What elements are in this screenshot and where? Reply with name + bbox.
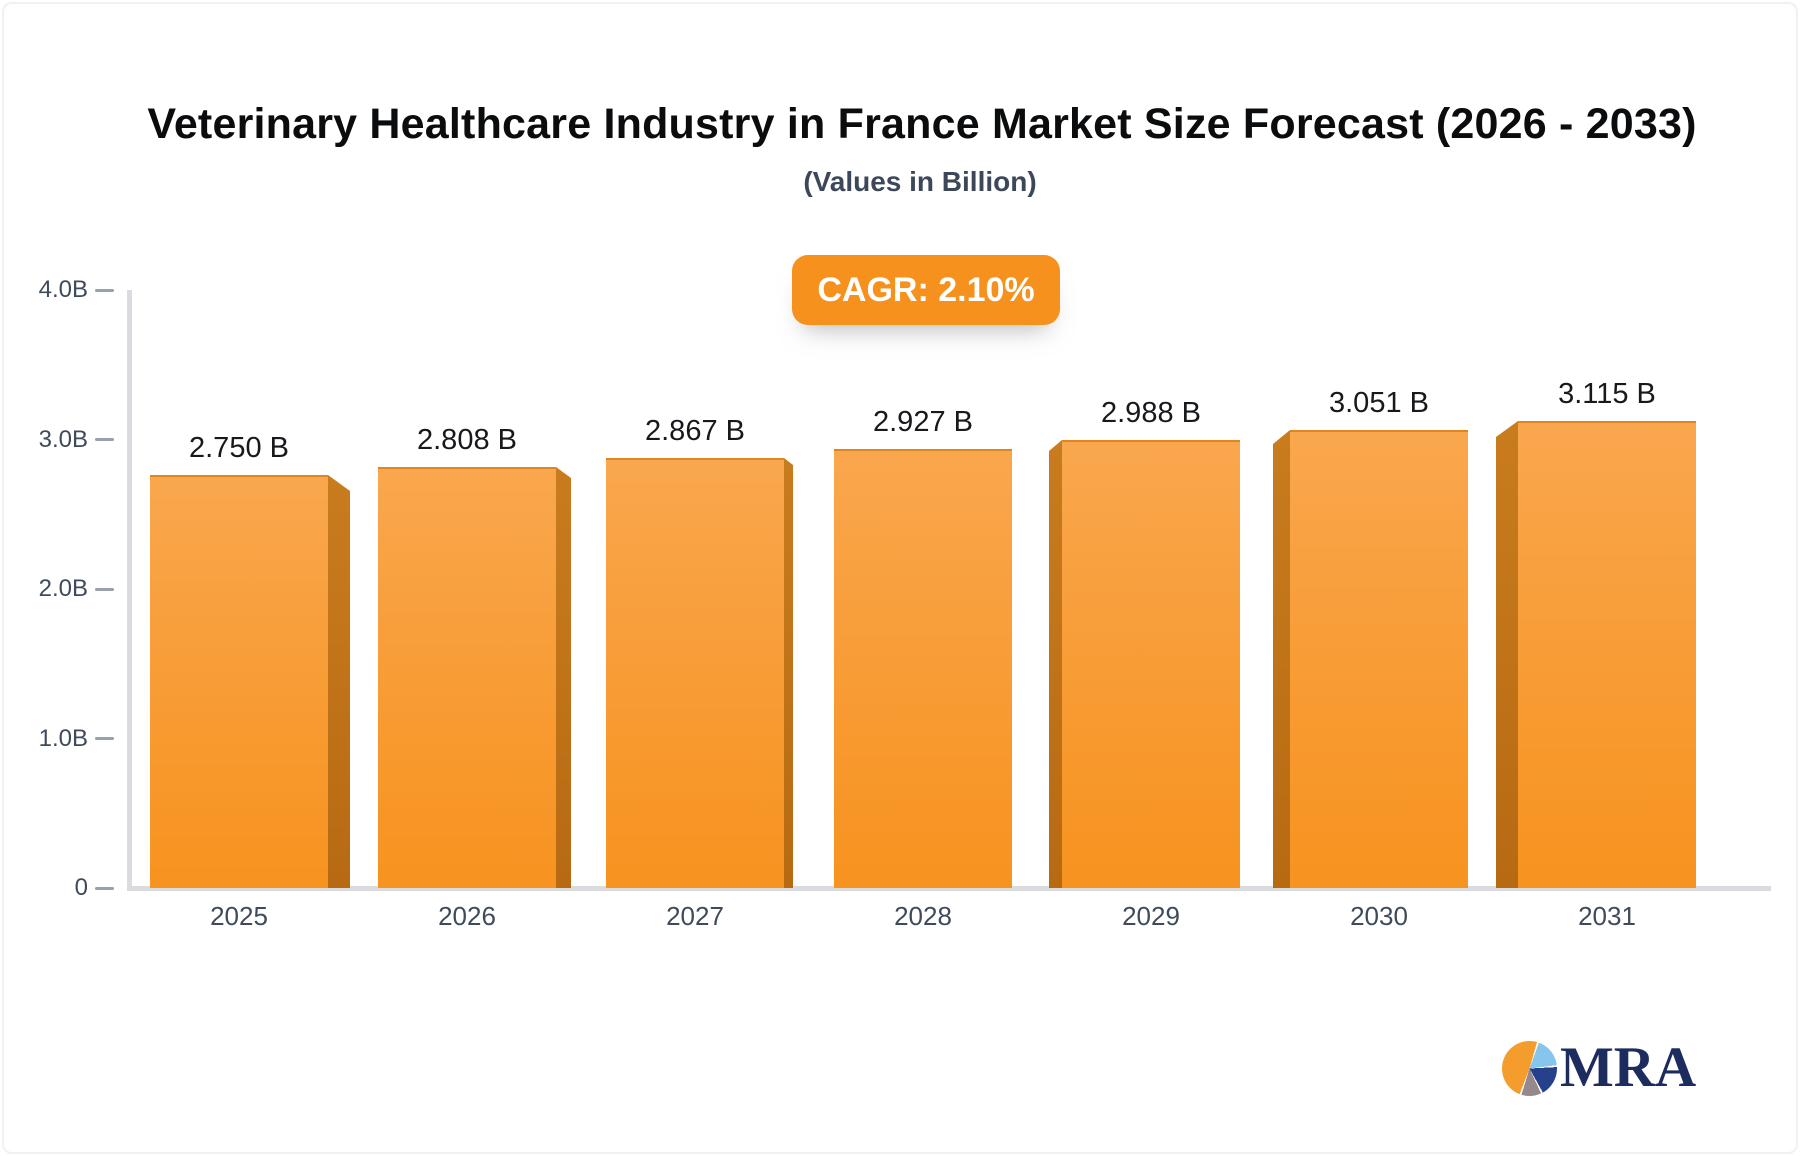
x-axis-label-2029: 2029 [1122,901,1180,931]
bar-3d-side [1273,430,1290,888]
mra-logo: MRA [1502,1036,1696,1100]
y-tick-label: 4.0B [38,276,88,303]
bar-value-label: 2.867 B [645,415,745,447]
x-axis-label-2030: 2030 [1350,901,1408,931]
bar-value-label: 3.051 B [1329,387,1429,419]
bar-2028[interactable] [834,449,1012,888]
y-tick-mark [95,288,114,292]
bar-2025[interactable] [150,475,328,888]
y-axis-line [127,290,132,891]
bar-value-label: 3.115 B [1558,378,1656,410]
y-tick-mark [95,438,114,441]
bar-2026[interactable] [378,467,556,888]
bar-3d-side [1049,440,1062,888]
y-tick-label: 1.0B [38,724,88,752]
chart-title: Veterinary Healthcare Industry in France… [147,100,1697,148]
bar-2027[interactable] [606,458,784,888]
bar-value-label: 2.808 B [417,424,517,456]
pie-chart-icon [1502,1040,1557,1096]
x-axis-label-2025: 2025 [210,901,268,931]
bar-3d-side [784,458,793,888]
bar-2029[interactable] [1062,440,1240,888]
x-axis-label-2028: 2028 [894,901,952,931]
y-tick-label: 3.0B [38,425,88,453]
x-axis-label-2027: 2027 [666,901,724,931]
y-tick-label: 0 [74,874,88,901]
bar-value-label: 2.750 B [189,432,289,464]
bar-value-label: 2.927 B [873,406,973,438]
x-axis-baseline [127,886,1771,891]
x-axis-label-2031: 2031 [1578,901,1636,931]
bar-value-label: 2.988 B [1101,397,1201,429]
y-tick-mark [95,587,114,591]
y-tick-label: 2.0B [38,575,88,602]
logo-text: MRA [1560,1036,1697,1099]
bar-3d-side [556,467,571,888]
y-tick-mark [95,886,114,890]
bar-3d-side [1496,421,1518,888]
y-tick-mark [95,737,114,740]
cagr-badge: CAGR: 2.10% [792,255,1060,325]
chart-subtitle: (Values in Billion) [803,166,1037,197]
bar-3d-side [328,475,350,888]
bar-2030[interactable] [1290,430,1468,888]
bar-2031[interactable] [1518,421,1696,888]
x-axis-label-2026: 2026 [438,901,496,931]
